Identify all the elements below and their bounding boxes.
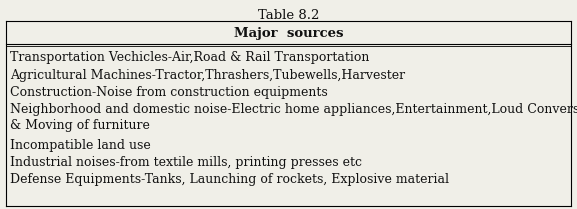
Text: Table 8.2: Table 8.2 (258, 9, 319, 22)
Text: Agricultural Machines-Tractor,Thrashers,Tubewells,Harvester: Agricultural Machines-Tractor,Thrashers,… (10, 69, 405, 82)
Text: Incompatible land use: Incompatible land use (10, 139, 151, 152)
Text: Neighborhood and domestic noise-Electric home appliances,Entertainment,Loud Conv: Neighborhood and domestic noise-Electric… (10, 103, 577, 133)
Text: Major  sources: Major sources (234, 27, 343, 40)
Text: Industrial noises-from textile mills, printing presses etc: Industrial noises-from textile mills, pr… (10, 156, 362, 169)
Text: Construction-Noise from construction equipments: Construction-Noise from construction equ… (10, 86, 328, 99)
Text: Defense Equipments-Tanks, Launching of rockets, Explosive material: Defense Equipments-Tanks, Launching of r… (10, 173, 449, 186)
Text: Transportation Vechicles-Air,Road & Rail Transportation: Transportation Vechicles-Air,Road & Rail… (10, 51, 369, 64)
